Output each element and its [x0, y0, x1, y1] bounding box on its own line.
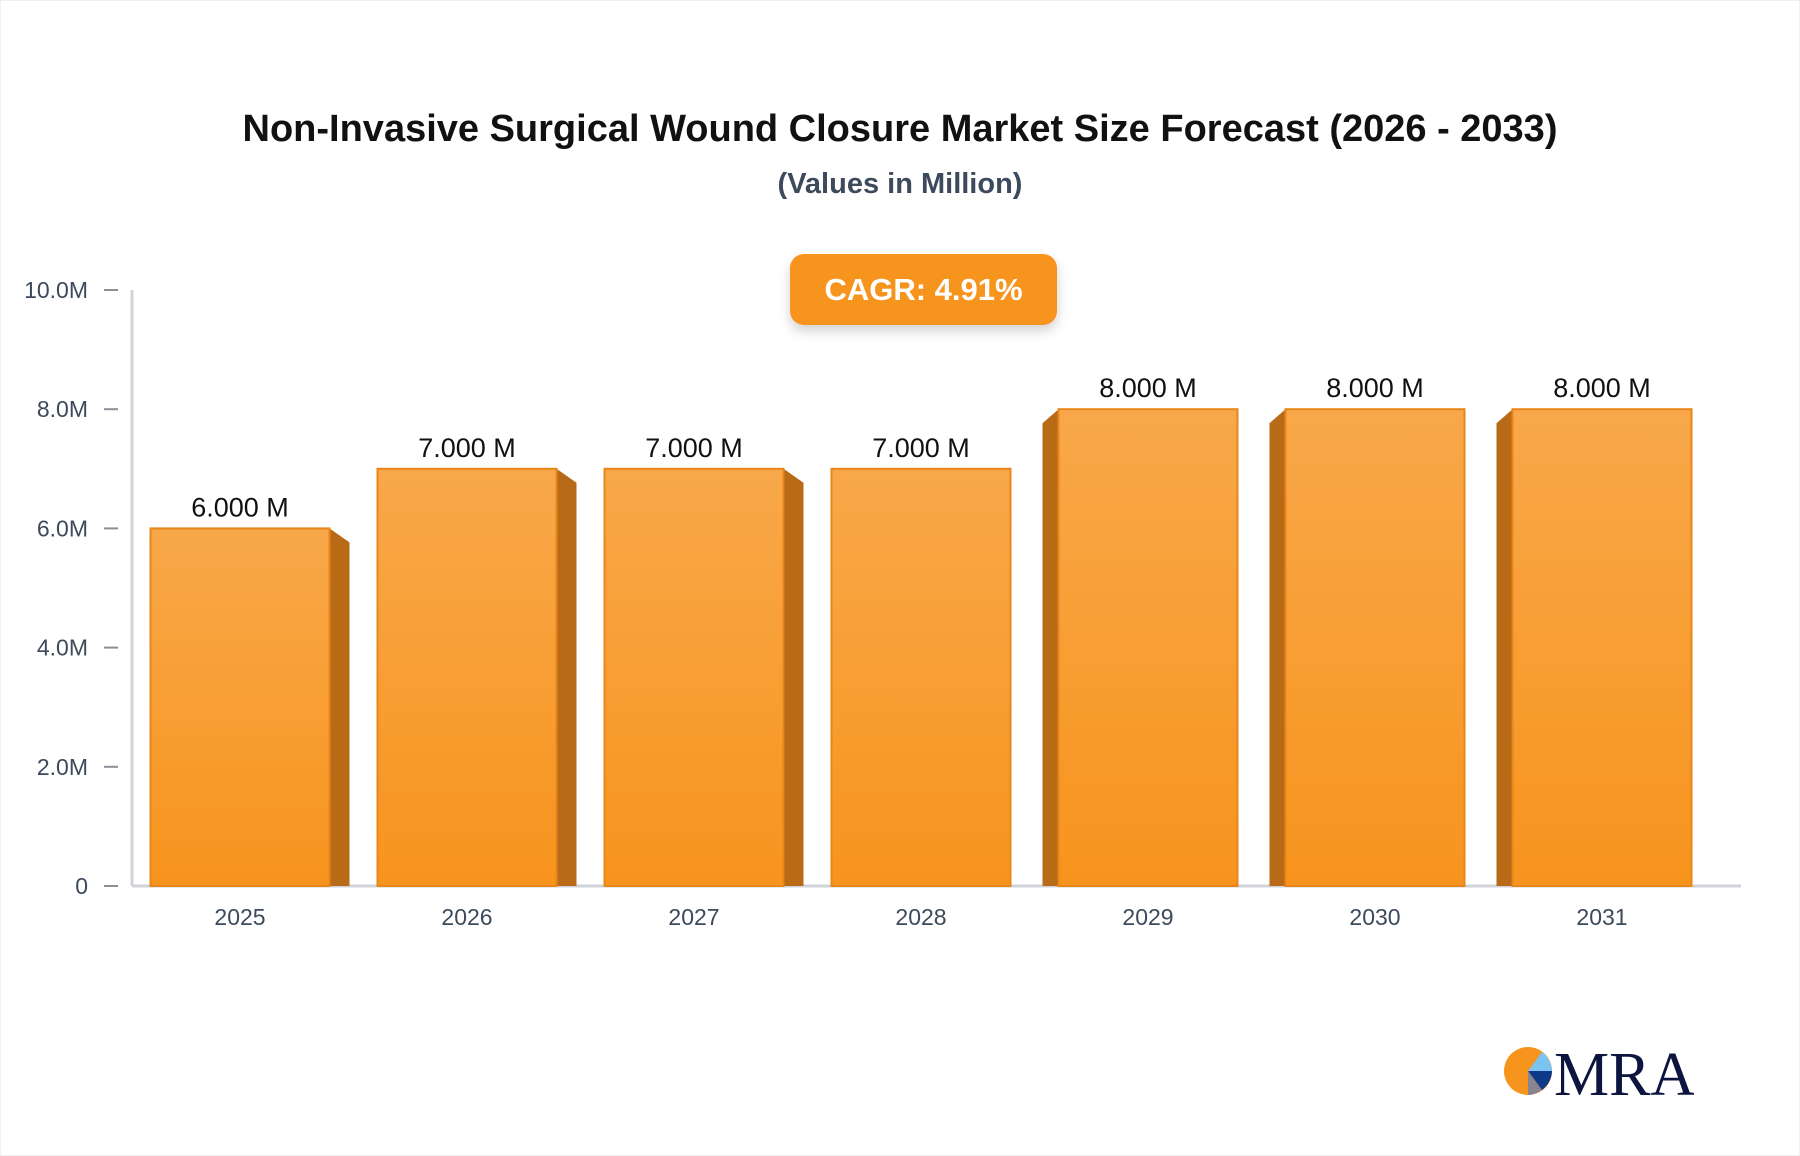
- bar-data-label: 6.000 M: [191, 492, 289, 522]
- logo-text: MRA: [1554, 1041, 1694, 1102]
- bar-side: [1042, 409, 1059, 886]
- x-tick-label: 2029: [1122, 904, 1173, 930]
- x-tick-label: 2030: [1349, 904, 1400, 930]
- bar-data-label: 8.000 M: [1553, 373, 1651, 403]
- bar-side: [1269, 409, 1286, 886]
- bar-side: [783, 468, 804, 886]
- bar-data-label: 8.000 M: [1099, 373, 1197, 403]
- bar: [830, 467, 1012, 887]
- bar-data-label: 8.000 M: [1326, 373, 1424, 403]
- chart-title: Non-Invasive Surgical Wound Closure Mark…: [242, 108, 1558, 150]
- bar: [1284, 408, 1466, 887]
- x-tick-label: 2025: [214, 904, 265, 930]
- x-tick-label: 2027: [668, 904, 719, 930]
- x-tick-label: 2026: [441, 904, 492, 930]
- mra-logo: MRA: [1504, 1041, 1694, 1102]
- bar-data-label: 7.000 M: [645, 433, 743, 463]
- y-tick-label: 0: [75, 873, 88, 899]
- bar: [376, 467, 558, 887]
- bar: [1057, 408, 1239, 887]
- y-tick-label: 8.0M: [37, 396, 88, 422]
- y-tick-label: 10.0M: [24, 277, 88, 303]
- y-tick-label: 4.0M: [37, 635, 88, 661]
- bar-side: [556, 468, 577, 886]
- x-tick-label: 2031: [1576, 904, 1627, 930]
- x-tick-label: 2028: [895, 904, 946, 930]
- bar-side: [329, 528, 350, 886]
- bar: [603, 467, 785, 887]
- y-tick-label: 6.0M: [37, 515, 88, 541]
- y-tick-label: 2.0M: [37, 754, 88, 780]
- cagr-badge: CAGR: 4.91%: [790, 254, 1057, 325]
- chart-subtitle: (Values in Million): [777, 168, 1023, 200]
- bar: [1511, 408, 1693, 887]
- bar-data-label: 7.000 M: [872, 433, 970, 463]
- bar-side: [1496, 409, 1513, 886]
- bar: [149, 527, 331, 888]
- bar-data-label: 7.000 M: [418, 433, 516, 463]
